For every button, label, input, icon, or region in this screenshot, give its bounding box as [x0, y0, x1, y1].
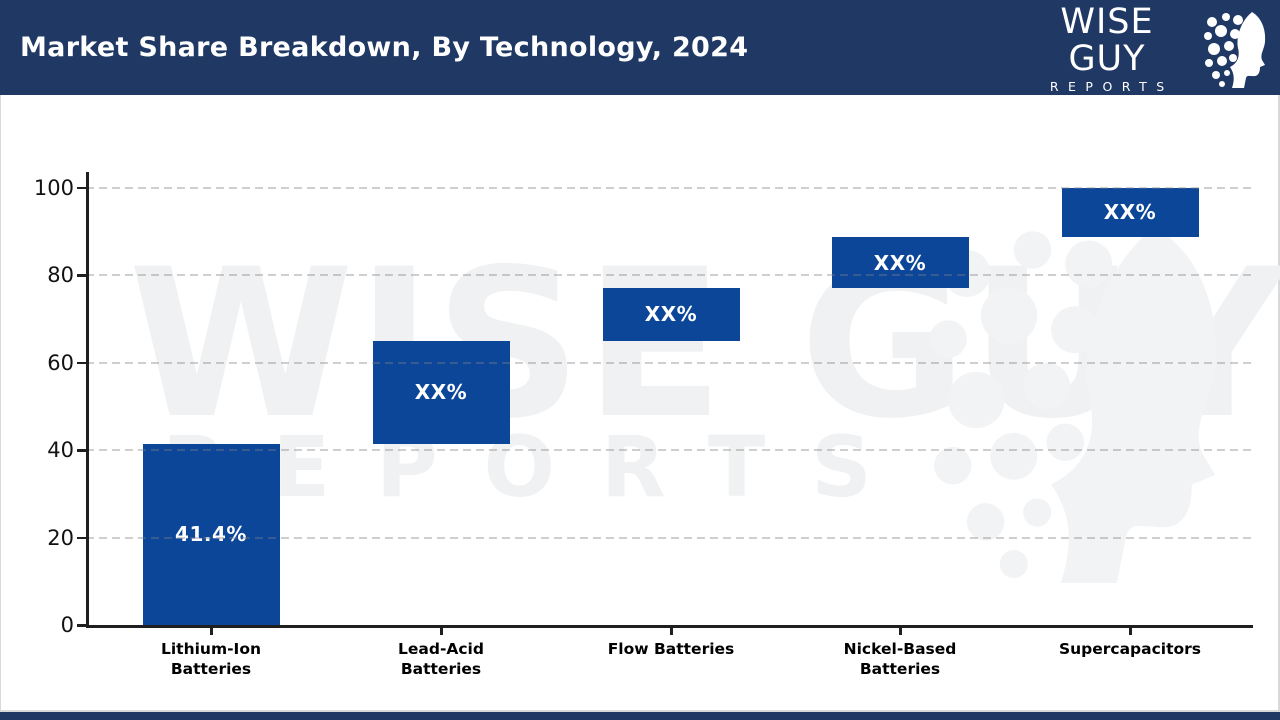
y-tick-label-60: 60 [47, 350, 74, 375]
x-axis-line [86, 625, 1253, 628]
y-tick-40 [77, 449, 86, 452]
x-tick-3 [899, 628, 902, 635]
x-tick-1 [440, 628, 443, 635]
y-tick-0 [77, 624, 86, 627]
bottom-divider [0, 710, 1280, 712]
gridline-40 [86, 449, 1253, 451]
category-label-1: Lead-Acid Batteries [398, 640, 484, 678]
logo-wordmark: WISE GUY REPORTS [1016, 1, 1198, 95]
y-tick-label-40: 40 [47, 438, 74, 462]
gridline-100 [86, 186, 1253, 189]
bar-nickel-based-batteries: XX% [831, 237, 969, 289]
logo-head-icon [1204, 12, 1266, 88]
bar-value-label: XX% [1103, 200, 1157, 225]
x-tick-0 [210, 628, 213, 635]
watermark-subtext: REPORTS [162, 418, 918, 516]
y-tick-label-20: 20 [47, 525, 74, 550]
logo-wordmark-text: WISE GUY [1060, 1, 1154, 79]
y-tick-20 [77, 536, 86, 539]
y-tick-60 [77, 361, 86, 364]
bar-lead-acid-batteries: XX% [372, 340, 510, 444]
gridline-80 [86, 274, 1253, 276]
y-tick-80 [77, 274, 86, 277]
bar-lithium-ion-batteries: 41.4% [142, 443, 280, 625]
category-label-0: Lithium-Ion Batteries [160, 640, 262, 678]
y-tick-100 [77, 186, 86, 189]
footer-bar [0, 712, 1280, 720]
y-tick-label-0: 0 [60, 613, 74, 637]
bar-supercapacitors: XX% [1061, 187, 1199, 238]
category-label-3: Nickel-Based Batteries [843, 640, 957, 678]
bar-value-label: 41.4% [175, 522, 247, 547]
gridline-60 [86, 361, 1253, 364]
header-bar: Market Share Breakdown, By Technology, 2… [0, 0, 1280, 95]
bar-value-label: XX% [414, 380, 468, 405]
category-label-2: Flow Batteries [607, 640, 735, 658]
y-tick-label-80: 80 [47, 263, 74, 287]
brand-logo: WISE GUY REPORTS [1016, 3, 1266, 94]
x-tick-2 [670, 628, 673, 635]
page-title: Market Share Breakdown, By Technology, 2… [20, 32, 749, 63]
y-axis-line [86, 172, 89, 628]
watermark-head-icon [929, 226, 1217, 583]
y-tick-label-100: 100 [33, 175, 74, 200]
bar-value-label: XX% [644, 302, 698, 327]
logo-subtext: REPORTS [1049, 79, 1174, 95]
bar-flow-batteries: XX% [602, 288, 740, 341]
x-tick-4 [1129, 628, 1132, 635]
gridline-20 [86, 536, 1253, 539]
bar-value-label: XX% [873, 250, 927, 275]
category-label-4: Supercapacitors [1058, 640, 1202, 658]
